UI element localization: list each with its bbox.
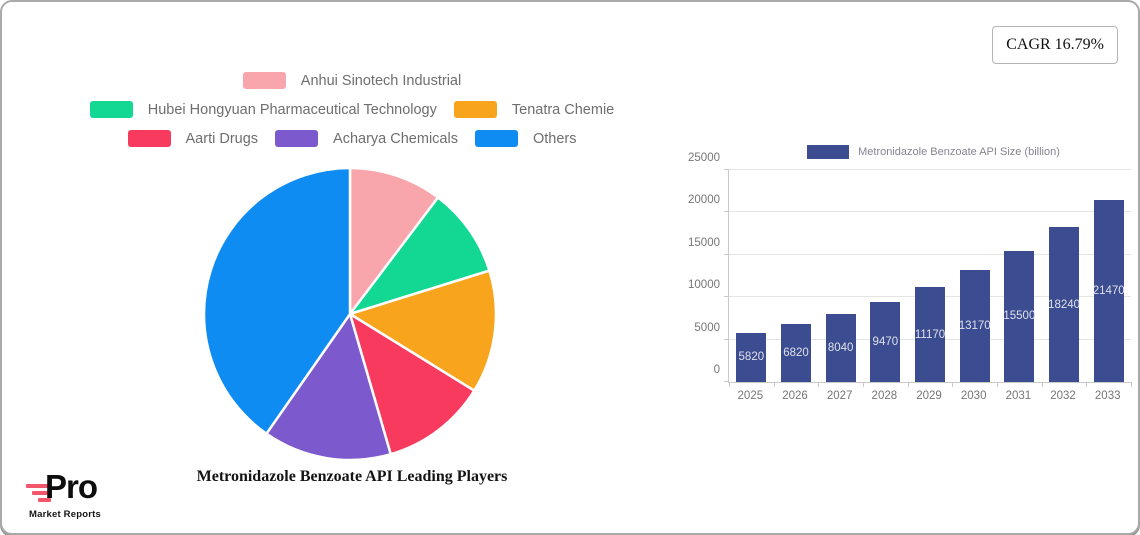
bar-value-label: 6820 (783, 347, 809, 360)
bar-value-label: 15500 (1003, 310, 1036, 323)
bar-chart: Metronidazole Benzoate API Size (billion… (687, 144, 1138, 402)
x-axis-label: 2027 (826, 390, 853, 402)
bar-value-label: 18240 (1048, 298, 1081, 311)
gridline (729, 169, 1131, 170)
logo-subtitle: Market Reports (29, 509, 101, 520)
bar: 8040 (825, 313, 856, 382)
legend-swatch (275, 130, 319, 147)
legend-label: Acharya Chemicals (333, 130, 458, 147)
pie-chart (202, 166, 498, 462)
bar-plot-area: 0 5000 10000 15000 20000 25000 5820 6820 8040 947… (688, 152, 1132, 387)
y-axis-label: 0 (713, 364, 720, 376)
bar: 9470 (870, 301, 901, 382)
gridline (729, 211, 1131, 213)
bar-value-label: 21470 (1092, 284, 1125, 297)
pie-slice (348, 166, 440, 316)
y-axis-label: 20000 (688, 194, 720, 207)
pie-legend-item[interactable]: Anhui Sinotech Industrial (242, 72, 462, 89)
bar-value-label: 8040 (827, 341, 854, 354)
legend-label: Aarti Drugs (185, 130, 259, 147)
pie-slice (348, 196, 491, 316)
x-axis-label: 2025 (737, 390, 764, 402)
logo-name: Pro (45, 468, 98, 505)
bar: 5820 (736, 332, 767, 382)
pie-legend-item[interactable]: Acharya Chemicals (275, 130, 458, 147)
pie-legend-item[interactable]: Hubei Hongyuan Pharmaceutical Technology (89, 101, 437, 118)
pie-chart-title: Metronidazole Benzoate API Leading Playe… (196, 468, 508, 485)
pie-legend-item[interactable]: Others (474, 130, 577, 147)
pie-slice (265, 312, 392, 462)
bar: 13170 (958, 270, 991, 382)
bar: 21470 (1092, 199, 1125, 382)
bar-value-label: 9470 (872, 335, 899, 348)
legend-label: Tenatra Chemie (511, 101, 615, 118)
legend-swatch (453, 101, 497, 118)
pro-market-reports-logo: Pro Market Reports (26, 468, 136, 522)
gridline (729, 253, 1131, 255)
x-axis-label: 2029 (916, 390, 942, 402)
legend-swatch (474, 130, 518, 147)
legend-label: Others (532, 130, 577, 147)
legend-label: Hubei Hongyuan Pharmaceutical Technology (147, 101, 437, 118)
bar-legend-label: Metronidazole Benzoate API Size (billion… (858, 146, 1060, 158)
cagr-badge: CAGR 16.79% (992, 26, 1118, 64)
pie-legend: Anhui Sinotech Industrial Hubei Hongyuan … (2, 72, 702, 147)
bar-x-axis-labels: 2025 2026 2027 2028 2029 2030 2031 2032 2033 (728, 390, 1130, 402)
bar: 18240 (1048, 227, 1081, 382)
bar-legend-item[interactable]: Metronidazole Benzoate API Size (billion… (728, 144, 1138, 160)
y-axis-label: 10000 (688, 279, 720, 292)
bar: 15500 (1003, 250, 1036, 382)
bar-value-label: 11170 (914, 328, 946, 341)
x-axis-label: 2032 (1050, 390, 1076, 402)
legend-swatch (89, 101, 133, 118)
pie-legend-item[interactable]: Tenatra Chemie (453, 101, 615, 118)
legend-label: Anhui Sinotech Industrial (300, 72, 462, 89)
x-axis-label: 2026 (782, 390, 808, 402)
bar: 11170 (915, 287, 945, 382)
x-axis-label: 2031 (1005, 390, 1032, 402)
y-axis-label: 25000 (688, 152, 720, 164)
x-axis-label: 2033 (1094, 390, 1121, 402)
bar-value-label: 13170 (958, 320, 991, 333)
pie-slice (202, 166, 352, 435)
bar-legend-swatch (807, 145, 850, 159)
y-axis-label: 15000 (688, 236, 720, 249)
bar-value-label: 5820 (738, 351, 765, 364)
bar: 6820 (781, 324, 811, 382)
logo-bars-icon (26, 484, 51, 502)
x-axis-label: 2028 (871, 390, 898, 402)
x-axis-label: 2030 (960, 390, 987, 402)
pie-slice (348, 269, 498, 392)
legend-swatch (127, 130, 171, 147)
pie-legend-item[interactable]: Aarti Drugs (127, 130, 259, 147)
y-axis-label: 5000 (694, 321, 720, 334)
legend-swatch (242, 72, 286, 89)
